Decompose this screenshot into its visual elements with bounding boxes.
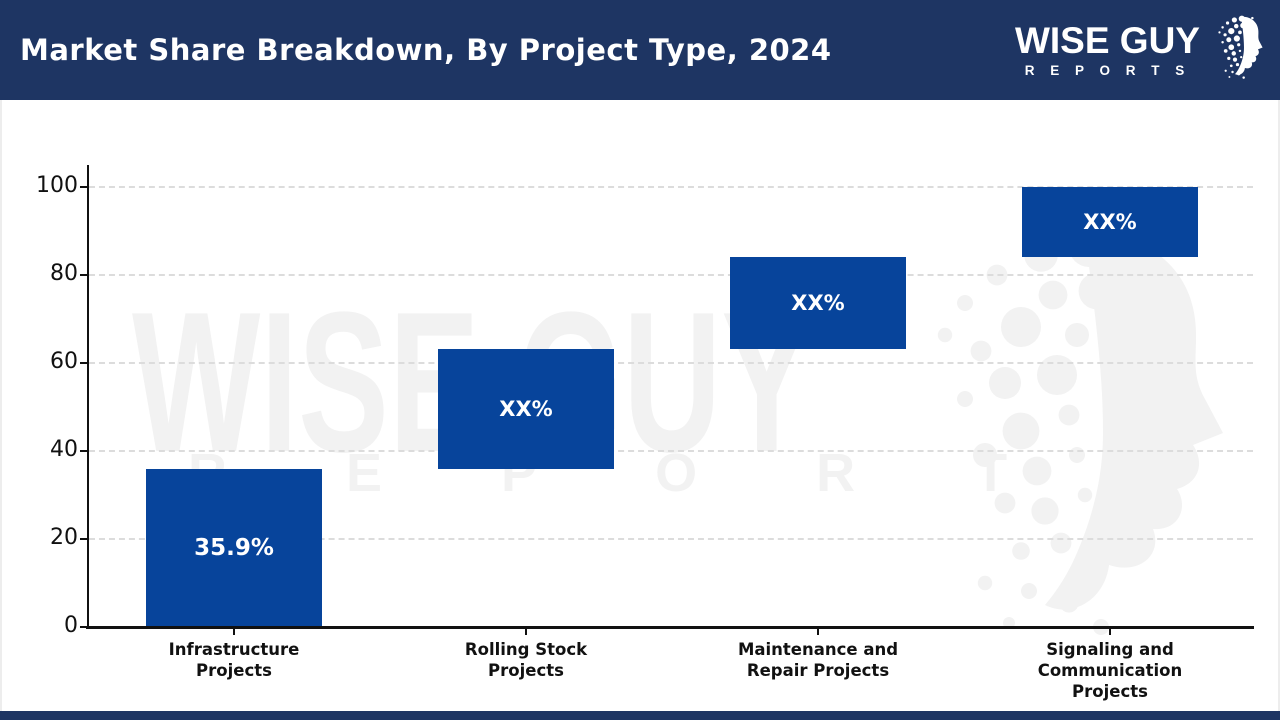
logo-subtitle: R E P O R T S xyxy=(1024,63,1191,79)
x-tick-mark xyxy=(233,627,235,635)
y-tick-label: 20 xyxy=(50,524,78,550)
wise-guy-logo: WISE GUY R E P O R T S xyxy=(1015,10,1266,90)
x-tick-mark xyxy=(525,627,527,635)
y-tick-mark xyxy=(80,537,88,540)
x-axis-line xyxy=(86,626,1254,629)
y-tick-label: 0 xyxy=(64,612,78,638)
left-edge-line xyxy=(0,100,2,711)
watermark-subtitle: R E P O R T S xyxy=(188,443,1215,503)
logo-text: WISE GUY R E P O R T S xyxy=(1015,22,1200,78)
y-tick-mark xyxy=(80,273,88,276)
x-tick-mark xyxy=(1109,627,1111,635)
y-tick-label: 60 xyxy=(50,348,78,374)
bar-signaling-and: XX% xyxy=(1022,187,1198,258)
y-axis-line xyxy=(87,165,89,628)
gridline-20 xyxy=(89,537,1253,540)
gridline-40 xyxy=(89,449,1253,452)
gridline-60 xyxy=(89,361,1253,364)
y-tick-mark xyxy=(80,361,88,364)
bar-rolling-stock: XX% xyxy=(438,349,614,469)
gridline-100 xyxy=(89,186,1253,188)
header-bar: Market Share Breakdown, By Project Type,… xyxy=(0,0,1280,100)
x-tick-label: Rolling Stock Projects xyxy=(464,640,588,681)
y-tick-mark xyxy=(80,449,88,452)
y-tick-mark xyxy=(80,186,88,188)
dotted-face-icon xyxy=(1218,15,1263,79)
y-tick-label: 40 xyxy=(50,436,78,462)
y-tick-mark xyxy=(80,625,88,628)
x-tick-label: Infrastructure Projects xyxy=(168,640,300,681)
bar-value-label: 35.9% xyxy=(194,534,274,561)
right-edge-line xyxy=(1278,100,1280,711)
page-title: Market Share Breakdown, By Project Type,… xyxy=(20,33,832,67)
bar-infrastructure: 35.9% xyxy=(146,468,322,627)
x-tick-label: Maintenance and Repair Projects xyxy=(737,640,899,681)
bar-value-label: XX% xyxy=(499,396,553,421)
gridline-80 xyxy=(89,273,1253,276)
y-tick-label: 100 xyxy=(36,173,78,198)
footer-bar xyxy=(0,711,1280,720)
bar-value-label: XX% xyxy=(791,291,845,316)
x-tick-mark xyxy=(817,627,819,635)
bar-maintenance-and: XX% xyxy=(730,257,906,350)
x-tick-label: Signaling and Communication Projects xyxy=(1037,640,1183,702)
bar-value-label: XX% xyxy=(1083,210,1137,235)
y-tick-label: 80 xyxy=(50,260,78,286)
logo-wordmark: WISE GUY xyxy=(1014,20,1200,62)
